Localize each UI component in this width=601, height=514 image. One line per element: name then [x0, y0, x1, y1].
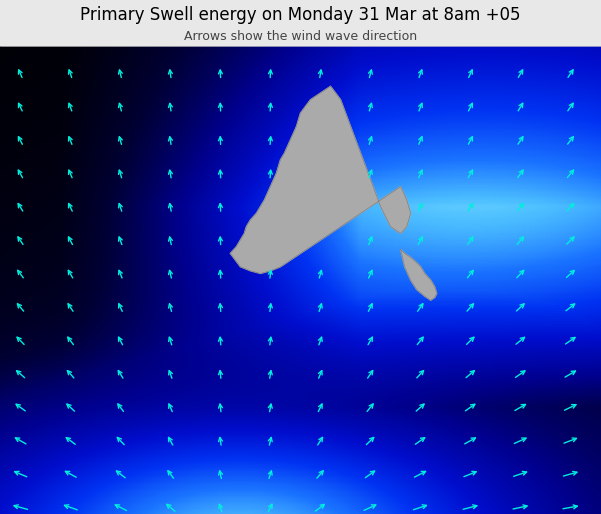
Polygon shape [230, 86, 410, 273]
Text: Primary Swell energy on Monday 31 Mar at 8am +05: Primary Swell energy on Monday 31 Mar at… [81, 6, 520, 24]
Text: Arrows show the wind wave direction: Arrows show the wind wave direction [184, 30, 417, 43]
Polygon shape [401, 249, 437, 300]
